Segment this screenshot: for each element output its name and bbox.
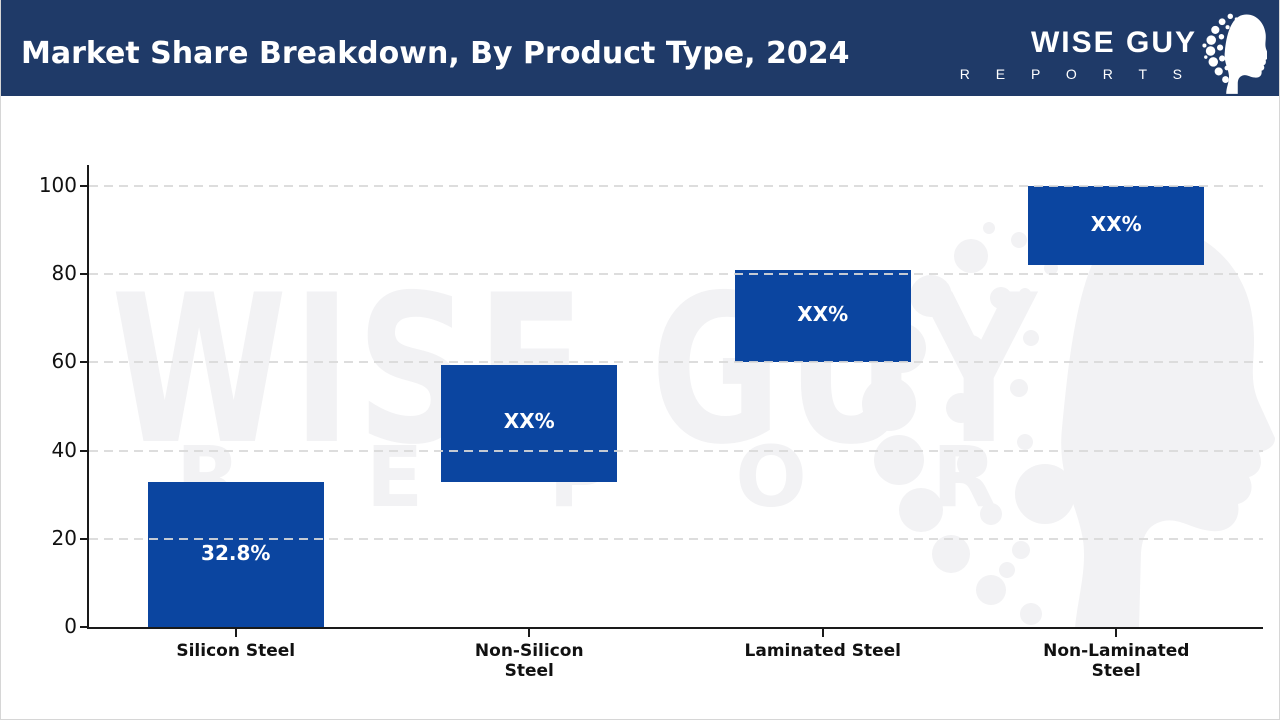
gridline-60 — [89, 361, 1263, 364]
bar-value-label: 32.8% — [201, 540, 271, 565]
bar-non-silicon-steel — [441, 364, 618, 483]
y-tick-mark — [80, 185, 88, 187]
y-tick-label: 0 — [64, 614, 77, 638]
x-tick-mark — [234, 629, 237, 637]
bar-laminated-steel — [734, 269, 911, 363]
x-tick-mark — [821, 629, 824, 637]
page-title: Market Share Breakdown, By Product Type,… — [21, 36, 850, 71]
logo: WISE GUY R E P O R T S — [960, 4, 1269, 94]
header: Market Share Breakdown, By Product Type,… — [1, 0, 1279, 96]
x-axis-line — [87, 627, 1263, 629]
x-tick-mark — [1115, 629, 1118, 637]
y-tick-label: 80 — [51, 261, 77, 286]
y-tick-mark — [80, 449, 88, 452]
x-tick-label-laminated-steel: Laminated Steel — [744, 641, 901, 661]
x-tick-mark — [528, 629, 531, 637]
gridline-20 — [89, 537, 1263, 540]
logo-reports-text: R E P O R T S — [959, 66, 1193, 82]
y-tick-mark — [80, 273, 88, 276]
bar-non-laminated-steel — [1028, 186, 1205, 266]
bar-value-label: XX% — [1090, 211, 1142, 236]
y-tick-mark — [80, 537, 88, 540]
y-tick-mark — [80, 626, 88, 628]
gridline-100 — [89, 185, 1263, 187]
y-tick-mark — [80, 361, 88, 364]
y-axis-line — [87, 165, 89, 629]
bar-value-label: XX% — [797, 302, 849, 327]
y-tick-label: 100 — [38, 173, 77, 197]
x-tick-label-silicon-steel: Silicon Steel — [176, 641, 296, 661]
y-tick-label: 40 — [51, 437, 77, 462]
bar-silicon-steel — [147, 482, 324, 627]
logo-head-icon — [1202, 13, 1267, 94]
y-tick-label: 20 — [51, 525, 77, 550]
x-tick-label-non-laminated-steel: Non-Laminated Steel — [1043, 641, 1190, 682]
gridline-80 — [89, 273, 1263, 276]
x-tick-label-non-silicon-steel: Non-Silicon Steel — [474, 641, 584, 682]
logo-wiseguy-text: WISE GUY — [1030, 26, 1197, 59]
gridline-40 — [89, 449, 1263, 452]
y-tick-label: 60 — [51, 349, 77, 374]
bar-value-label: XX% — [503, 409, 555, 434]
